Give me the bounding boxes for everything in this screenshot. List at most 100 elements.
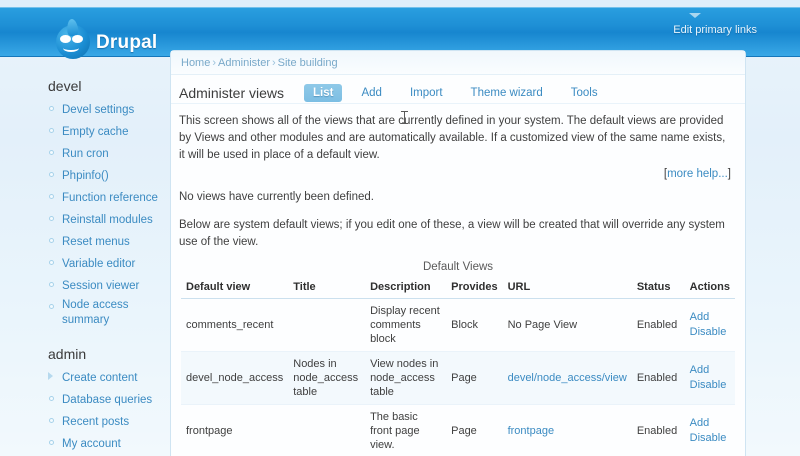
- sidebar-item-empty-cache[interactable]: Empty cache: [48, 122, 170, 140]
- sidebar-item-run-cron[interactable]: Run cron: [48, 144, 170, 162]
- more-help-link[interactable]: more help...: [667, 168, 728, 180]
- sidebar-item-label[interactable]: Phpinfo(): [62, 170, 109, 182]
- table-row: comments_recent Display recent comments …: [181, 298, 735, 352]
- bullet-icon: [49, 282, 54, 287]
- sidebar-item-label[interactable]: Create content: [62, 372, 138, 384]
- default-views-table: Default view Title Description Provides …: [181, 279, 735, 456]
- table-head: Default view Title Description Provides …: [181, 279, 735, 299]
- url-link[interactable]: devel/node_access/view: [507, 372, 627, 384]
- bullet-icon: [49, 440, 54, 445]
- tab-import[interactable]: Import: [409, 86, 443, 99]
- cell-default-view: comments_recent: [181, 298, 289, 352]
- sidebar: devel Devel settings Empty cache Run cro…: [0, 57, 170, 456]
- bullet-icon: [49, 216, 54, 221]
- table-row: frontpage The basic front page view. Pag…: [181, 404, 735, 456]
- col-header-actions: Actions: [684, 279, 735, 299]
- bullet-icon: [49, 238, 54, 243]
- sidebar-item-devel-settings[interactable]: Devel settings: [48, 100, 170, 118]
- sidebar-item-label[interactable]: Variable editor: [62, 258, 136, 270]
- cell-title: Nodes in node_access table: [288, 351, 366, 405]
- table-row: devel_node_access Nodes in node_access t…: [181, 351, 735, 405]
- content-panel: Home › Administer › Site building Administer…: [170, 50, 746, 456]
- sidebar-group-title-devel: devel: [48, 78, 82, 94]
- sidebar-item-label[interactable]: Database queries: [62, 394, 153, 406]
- col-header-description: Description: [365, 279, 447, 299]
- sidebar-item-database-queries[interactable]: Database queries: [48, 390, 170, 408]
- sidebar-item-create-content[interactable]: Create content: [48, 368, 170, 386]
- default-views-note: Below are system default views; if you e…: [179, 219, 725, 248]
- cell-provides: Page: [446, 404, 503, 456]
- drupal-droplet-icon[interactable]: [52, 18, 94, 61]
- cell-description: Display recent comments block: [365, 298, 447, 352]
- sidebar-item-label[interactable]: Recent posts: [62, 416, 130, 428]
- action-toggle-link[interactable]: Disable: [689, 432, 727, 444]
- tab-add[interactable]: Add: [361, 86, 382, 99]
- sidebar-item-label[interactable]: Empty cache: [62, 126, 129, 138]
- site-header: Drupal Edit primary links: [0, 7, 800, 59]
- tab-tools[interactable]: Tools: [570, 86, 598, 99]
- sidebar-group-title-admin: admin: [48, 346, 87, 362]
- no-views-message: No views have currently been defined.: [179, 191, 374, 203]
- sidebar-item-recent-posts[interactable]: Recent posts: [48, 412, 170, 430]
- edit-primary-links-link[interactable]: Edit primary links: [673, 24, 757, 36]
- col-header-status: Status: [631, 279, 685, 299]
- cell-status: Enabled: [631, 298, 685, 352]
- bullet-icon: [49, 172, 54, 177]
- sidebar-item-label[interactable]: My account: [62, 438, 121, 450]
- sidebar-list-devel: Devel settings Empty cache Run cron Phpi…: [48, 100, 170, 328]
- sidebar-item-label[interactable]: Node access summary: [62, 299, 129, 326]
- cell-provides: Block: [446, 298, 503, 352]
- cell-url: devel/node_access/view: [502, 351, 632, 405]
- breadcrumb-item-administer[interactable]: Administer: [218, 57, 270, 69]
- bracket-open: [: [663, 168, 668, 180]
- views-table-wrap: Default Views Default view Title Descrip…: [171, 261, 745, 456]
- table-header-row: Default view Title Description Provides …: [181, 279, 735, 299]
- col-header-provides: Provides: [446, 279, 503, 299]
- url-link[interactable]: frontpage: [507, 425, 555, 437]
- bracket-close: ]: [727, 168, 731, 180]
- tab-theme-wizard[interactable]: Theme wizard: [470, 86, 543, 99]
- sidebar-item-reset-menus[interactable]: Reset menus: [48, 232, 170, 250]
- breadcrumb-item-home[interactable]: Home: [181, 57, 211, 69]
- body-area: This screen shows all of the views that …: [171, 104, 745, 251]
- cell-url: frontpage: [502, 404, 632, 456]
- bullet-icon: [49, 194, 54, 199]
- action-add-link[interactable]: Add: [689, 364, 710, 376]
- sidebar-item-variable-editor[interactable]: Variable editor: [48, 254, 170, 272]
- sidebar-item-function-reference[interactable]: Function reference: [48, 188, 170, 206]
- sidebar-item-label[interactable]: Session viewer: [62, 280, 140, 292]
- bullet-icon: [49, 150, 54, 155]
- sidebar-item-phpinfo[interactable]: Phpinfo(): [48, 166, 170, 184]
- sidebar-list-admin: Create content Database queries Recent p…: [48, 368, 170, 456]
- cell-default-view: frontpage: [181, 404, 289, 456]
- sidebar-item-reinstall-modules[interactable]: Reinstall modules: [48, 210, 170, 228]
- breadcrumb-item-site-building[interactable]: Site building: [277, 57, 338, 69]
- sidebar-item-label[interactable]: Reinstall modules: [62, 214, 153, 226]
- sidebar-item-label[interactable]: Run cron: [62, 148, 109, 160]
- cell-url: No Page View: [502, 298, 632, 352]
- cell-actions: Add Disable: [684, 298, 735, 352]
- cell-title: [288, 404, 366, 456]
- sidebar-item-node-access-summary[interactable]: Node access summary: [48, 298, 170, 328]
- page-title: Administer views: [179, 84, 285, 101]
- cell-status: Enabled: [631, 351, 685, 405]
- action-add-link[interactable]: Add: [689, 311, 710, 323]
- action-toggle-link[interactable]: Disable: [689, 379, 727, 391]
- bullet-icon: [49, 128, 54, 133]
- sidebar-item-label[interactable]: Reset menus: [62, 236, 130, 248]
- title-and-tabs-row: Administer views List Add Import Theme w…: [171, 75, 745, 104]
- cell-provides: Page: [446, 351, 503, 405]
- tab-bar: List Add Import Theme wizard Tools: [304, 83, 617, 102]
- cell-description: The basic front page view.: [365, 404, 447, 456]
- sidebar-item-label[interactable]: Function reference: [62, 192, 158, 204]
- chevron-right-icon[interactable]: [48, 372, 53, 380]
- cell-description: View nodes in node_access table: [365, 351, 447, 405]
- sidebar-item-my-account[interactable]: My account: [48, 434, 170, 452]
- bullet-icon: [49, 260, 54, 265]
- sidebar-item-session-viewer[interactable]: Session viewer: [48, 276, 170, 294]
- tab-list[interactable]: List: [304, 83, 343, 102]
- action-toggle-link[interactable]: Disable: [689, 326, 727, 338]
- action-add-link[interactable]: Add: [689, 417, 710, 429]
- primary-links-notch-icon: [689, 13, 701, 18]
- sidebar-item-label[interactable]: Devel settings: [62, 104, 135, 116]
